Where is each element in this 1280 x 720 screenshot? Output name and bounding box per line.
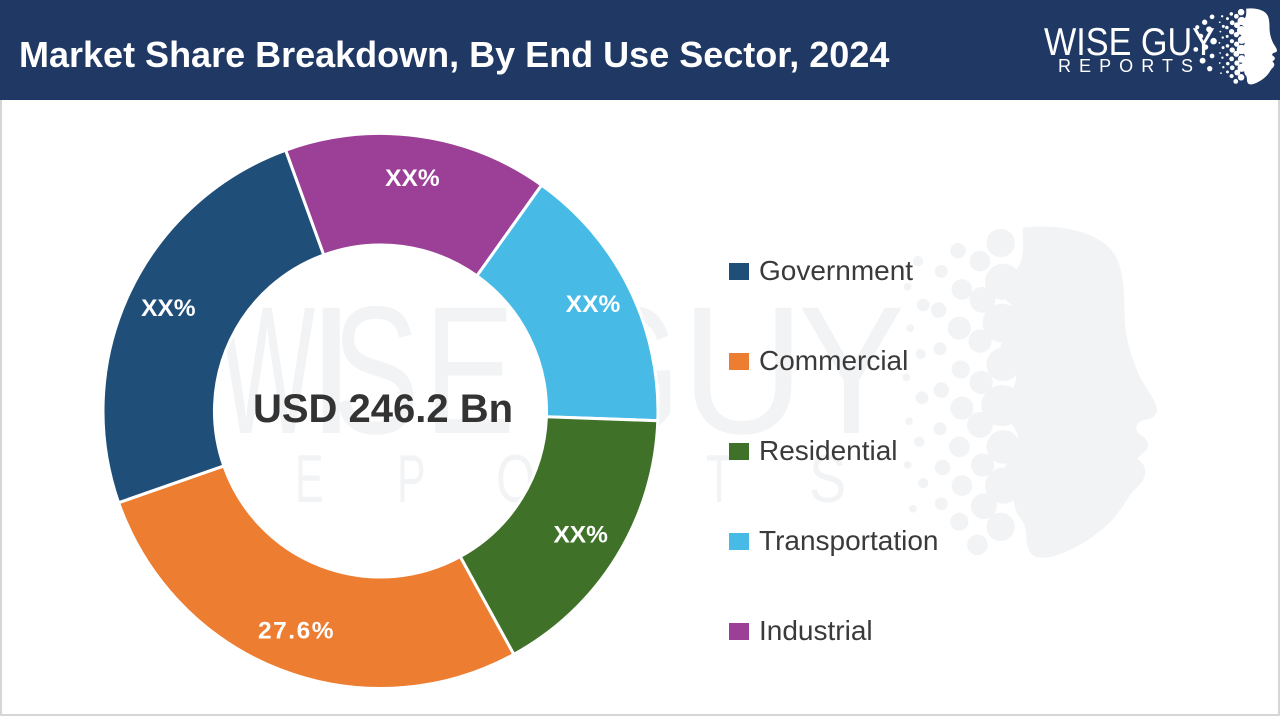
svg-text:E: E (424, 269, 515, 473)
svg-text:XX%: XX% (553, 521, 608, 548)
svg-text:P: P (397, 442, 426, 517)
svg-text:I: I (306, 268, 357, 472)
svg-text:XX%: XX% (566, 291, 621, 318)
svg-text:XX%: XX% (141, 295, 196, 322)
svg-text:REPORTS: REPORTS (1058, 56, 1205, 76)
svg-text:Y: Y (798, 270, 905, 473)
svg-text:T: T (706, 442, 732, 517)
svg-text:U: U (681, 269, 805, 472)
svg-text:XX%: XX% (385, 165, 440, 192)
svg-text:E: E (295, 442, 324, 517)
svg-text:WISE GUY: WISE GUY (1044, 21, 1215, 64)
svg-text:S: S (332, 268, 419, 472)
svg-text:S: S (809, 442, 846, 517)
svg-text:27.6%: 27.6% (258, 617, 335, 644)
